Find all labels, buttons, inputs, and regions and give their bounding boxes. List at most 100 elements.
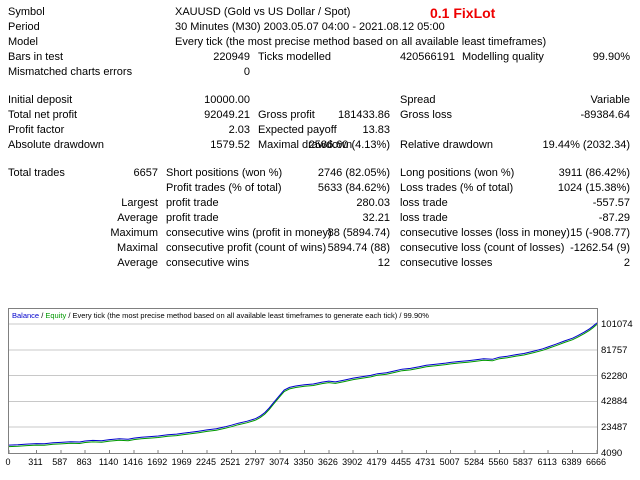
report-cell: -557.57 bbox=[592, 197, 630, 209]
y-axis-label: 81757 bbox=[601, 344, 628, 356]
report-cell: Maximum bbox=[110, 227, 158, 239]
report-row: Period 30 Minutes (M30) 2003.05.07 04:00 … bbox=[0, 20, 640, 35]
report-row: Profit factor 2.03 Expected payoff 13.83 bbox=[0, 123, 640, 138]
legend-equity-label: Equity bbox=[45, 311, 67, 320]
y-axis-label: 101074 bbox=[601, 319, 633, 331]
x-axis-label: 3074 bbox=[269, 457, 290, 467]
report-cell: 19.44% (2032.34) bbox=[542, 139, 630, 151]
report-row: Initial deposit 10000.00 Spread Variable bbox=[0, 93, 640, 108]
report-cell: Symbol bbox=[8, 6, 45, 18]
report-cell: Loss trades (% of total) bbox=[400, 182, 514, 194]
x-axis-label: 3902 bbox=[342, 457, 363, 467]
report-row: Bars in test 220949 Ticks modelled 42056619… bbox=[0, 50, 640, 65]
y-axis-label: 4090 bbox=[601, 448, 623, 459]
report-cell: 30 Minutes (M30) 2003.05.07 04:00 - 2021… bbox=[175, 21, 445, 33]
report-cell: XAUUSD (Gold vs US Dollar / Spot) bbox=[175, 6, 351, 18]
x-axis-label: 2245 bbox=[196, 457, 217, 467]
report-cell: Spread bbox=[400, 94, 436, 106]
legend-separator: / bbox=[39, 311, 46, 320]
report-row: Maximal consecutive profit (count of wins… bbox=[0, 241, 640, 256]
report-cell: Profit factor bbox=[8, 124, 65, 136]
report-cell: Absolute drawdown bbox=[8, 139, 105, 151]
report-row: Absolute drawdown 1579.52 Maximal drawdown… bbox=[0, 138, 640, 153]
report-cell: Modelling quality bbox=[462, 51, 544, 63]
report-cell: Ticks modelled bbox=[258, 51, 331, 63]
report-table: Symbol XAUUSD (Gold vs US Dollar / Spot) P… bbox=[0, 5, 640, 271]
x-axis-label: 6389 bbox=[561, 457, 582, 467]
report-cell: Gross loss bbox=[400, 109, 452, 121]
report-cell: 0 bbox=[243, 66, 250, 78]
fixlot-badge: 0.1 FixLot bbox=[430, 5, 496, 21]
x-axis-label: 0 bbox=[5, 457, 11, 467]
x-axis-label: 5837 bbox=[512, 457, 533, 467]
report-cell: Model bbox=[8, 36, 38, 48]
x-axis-label: 1416 bbox=[122, 457, 143, 467]
report-cell: loss trade bbox=[400, 212, 448, 224]
report-cell: 3911 (86.42%) bbox=[558, 167, 630, 179]
report-cell: 32.21 bbox=[362, 212, 390, 224]
equity-chart: Balance / Equity / Every tick (the most … bbox=[8, 308, 598, 454]
balance-line bbox=[9, 322, 597, 446]
report-cell: Total trades bbox=[8, 167, 65, 179]
x-axis-label: 2521 bbox=[220, 457, 241, 467]
chart-legend: Balance / Equity / Every tick (the most … bbox=[12, 311, 429, 320]
report-cell: Expected payoff bbox=[258, 124, 337, 136]
report-cell: Bars in test bbox=[8, 51, 64, 63]
report-cell: 92049.21 bbox=[204, 109, 250, 121]
report-row: Total net profit 92049.21 Gross profit 1814… bbox=[0, 108, 640, 123]
y-axis-labels: 4090 23487 42884 62280 81757 101074 bbox=[601, 309, 639, 459]
x-axis-label: 2797 bbox=[244, 457, 265, 467]
x-axis-label: 3626 bbox=[317, 457, 338, 467]
report-cell: Gross profit bbox=[258, 109, 315, 121]
y-axis-label: 62280 bbox=[601, 370, 628, 382]
report-cell: consecutive wins bbox=[166, 257, 250, 269]
x-axis-label: 1692 bbox=[147, 457, 168, 467]
report-cell: loss trade bbox=[400, 197, 448, 209]
report-cell: 280.03 bbox=[356, 197, 390, 209]
report-cell: Every tick (the most precise method base… bbox=[175, 36, 547, 48]
x-axis-label: 4179 bbox=[366, 457, 387, 467]
x-axis-label: 587 bbox=[52, 457, 68, 467]
report-spacer-row bbox=[0, 80, 640, 93]
report-row: Average consecutive wins 12 consecutive los… bbox=[0, 256, 640, 271]
legend-model-desc: Every tick (the most precise method base… bbox=[72, 311, 398, 320]
equity-line bbox=[9, 324, 597, 448]
report-row: Model Every tick (the most precise method… bbox=[0, 35, 640, 50]
report-cell: 2746 (82.05%) bbox=[317, 167, 390, 179]
report-cell: consecutive loss (count of losses) bbox=[400, 242, 565, 254]
report-cell: Total net profit bbox=[8, 109, 78, 121]
report-cell: Profit trades (% of total) bbox=[166, 182, 282, 194]
x-axis-label: 6113 bbox=[537, 457, 557, 467]
report-cell: 1579.52 bbox=[210, 139, 250, 151]
report-cell: Maximal drawdown bbox=[258, 139, 353, 151]
report-cell: consecutive profit (count of wins) bbox=[166, 242, 327, 254]
report-cell: 6657 bbox=[133, 167, 158, 179]
report-cell: Relative drawdown bbox=[400, 139, 493, 151]
report-cell: 2586.60 (4.13%) bbox=[308, 139, 390, 151]
x-axis-label: 1969 bbox=[171, 457, 192, 467]
x-axis-label: 5560 bbox=[488, 457, 509, 467]
report-cell: 99.90% bbox=[592, 51, 630, 63]
report-cell: Maximal bbox=[117, 242, 158, 254]
report-cell: -1262.54 (9) bbox=[570, 242, 630, 254]
report-cell: consecutive losses bbox=[400, 257, 493, 269]
report-cell: -89384.64 bbox=[580, 109, 630, 121]
x-axis-label: 3350 bbox=[293, 457, 314, 467]
report-cell: 12 bbox=[377, 257, 390, 269]
report-cell: Initial deposit bbox=[8, 94, 73, 106]
report-row: Profit trades (% of total) 5633 (84.62%) L… bbox=[0, 181, 640, 196]
report-cell: 2 bbox=[623, 257, 630, 269]
report-cell: profit trade bbox=[166, 212, 219, 224]
legend-balance-label: Balance bbox=[12, 311, 40, 320]
report-cell: 420566191 bbox=[399, 51, 455, 63]
legend-separator: / bbox=[397, 311, 404, 320]
report-row: Mismatched charts errors 0 bbox=[0, 65, 640, 80]
report-cell: Short positions (won %) bbox=[166, 167, 283, 179]
x-axis-label: 5007 bbox=[439, 457, 460, 467]
x-axis-label: 863 bbox=[76, 457, 92, 467]
report-cell: -87.29 bbox=[598, 212, 630, 224]
x-axis-labels: 0 311 587 863 1140 1416 1692 1969 2245 2521 2797 30… bbox=[5, 457, 606, 469]
x-axis-label: 4731 bbox=[415, 457, 436, 467]
report-cell: 88 (5894.74) bbox=[327, 227, 390, 239]
report-cell: 15 (-908.77) bbox=[570, 227, 630, 239]
